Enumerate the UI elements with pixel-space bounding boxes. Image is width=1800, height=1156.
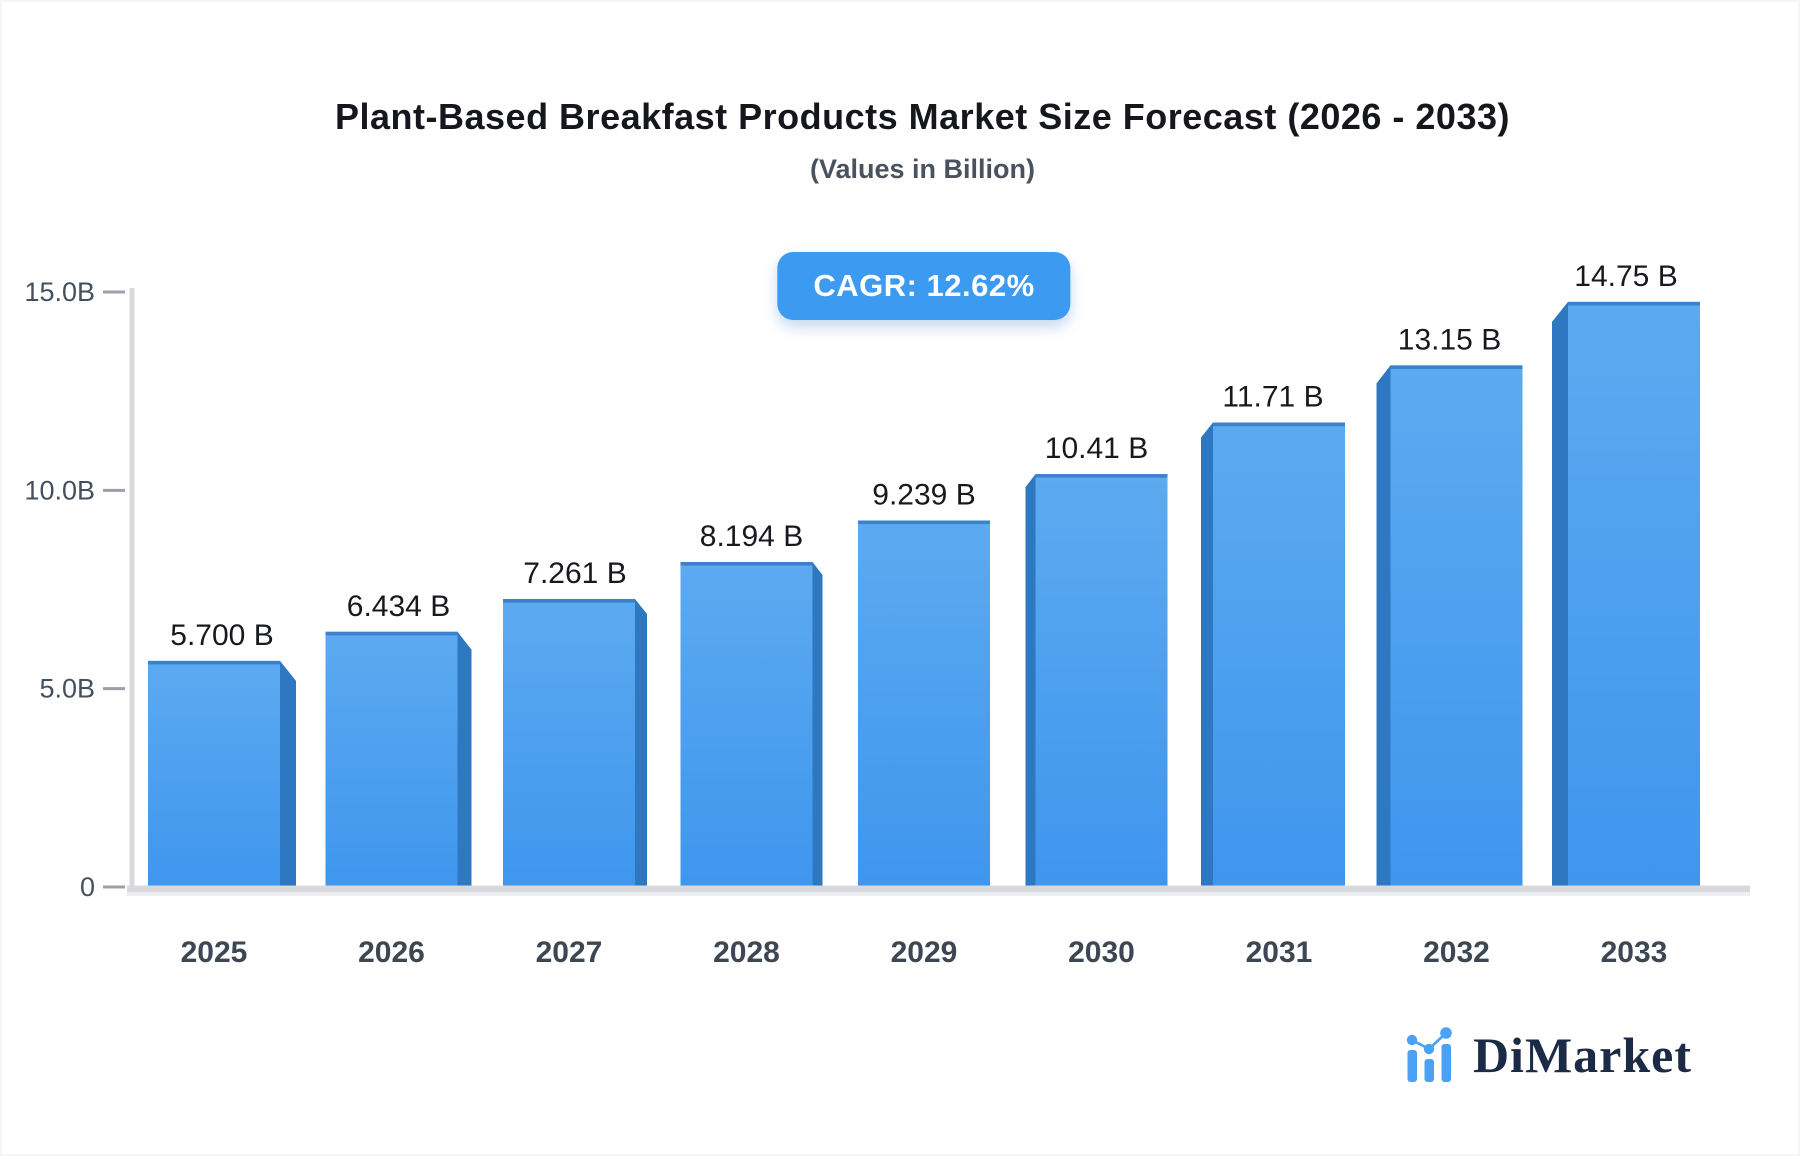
y-axis-tick-label: 15.0B <box>24 277 95 307</box>
x-axis-label: 2027 <box>536 936 603 969</box>
bar <box>1390 365 1523 888</box>
x-axis-label: 2025 <box>181 936 248 969</box>
bar-side-face <box>457 631 472 887</box>
brand-name: DiMarket <box>1472 1027 1692 1083</box>
bar <box>680 561 813 887</box>
y-axis-tick-label: 10.0B <box>24 475 95 505</box>
bar-side-face <box>635 598 647 887</box>
bar-side-face <box>1376 365 1391 888</box>
bar-chart-area: 0 5.0B 10.0B 15.0B 5.700 B 6.434 B 7.261 B 8.19… <box>2 232 1798 972</box>
x-axis-label: 2030 <box>1068 936 1135 969</box>
bar-value-label: 9.239 B <box>872 479 975 512</box>
bar-value-label: 7.261 B <box>523 557 626 590</box>
bar <box>1213 422 1345 887</box>
bar-side-face <box>1552 301 1568 888</box>
bar-value-label: 6.434 B <box>347 590 450 623</box>
chart-subtitle: (Values in Billion) <box>809 154 1036 184</box>
x-axis-label: 2029 <box>891 936 958 969</box>
bar-side-face <box>1201 422 1213 887</box>
bar <box>1035 474 1168 887</box>
x-axis-label: 2026 <box>358 936 425 969</box>
bar-value-label: 13.15 B <box>1398 323 1501 356</box>
bar <box>503 598 635 887</box>
y-axis-tick-label: 0 <box>80 872 95 902</box>
bar-value-label: 10.41 B <box>1045 432 1148 465</box>
page-title: Plant-Based Breakfast Products Market Si… <box>335 96 1510 137</box>
x-axis-label: 2032 <box>1423 936 1490 969</box>
bar <box>148 660 280 887</box>
dimarket-logo-icon <box>1406 1027 1452 1082</box>
x-axis-label: 2028 <box>713 936 780 969</box>
bar-value-label: 14.75 B <box>1574 260 1677 293</box>
bar-side-face <box>812 561 823 887</box>
brand-logo: DiMarket <box>1403 1026 1692 1084</box>
bar-value-label: 11.71 B <box>1222 381 1323 414</box>
bar-chart-svg: 0 5.0B 10.0B 15.0B 5.700 B 6.434 B 7.261 B 8.19… <box>24 260 1750 969</box>
bar-value-label: 8.194 B <box>700 520 803 553</box>
chart-header: Plant-Based Breakfast Products Market Si… <box>47 96 1798 185</box>
bar <box>858 520 990 887</box>
y-axis-tick-label: 5.0B <box>39 674 95 704</box>
bar-side-face <box>280 660 296 887</box>
cagr-badge: CAGR: 12.62% <box>777 252 1071 320</box>
bar <box>325 631 458 887</box>
bar-side-face <box>1025 474 1036 887</box>
x-axis-label: 2033 <box>1601 936 1668 969</box>
x-axis-label: 2031 <box>1246 936 1313 969</box>
bar-value-label: 5.700 B <box>170 619 273 652</box>
bar <box>1568 301 1700 888</box>
